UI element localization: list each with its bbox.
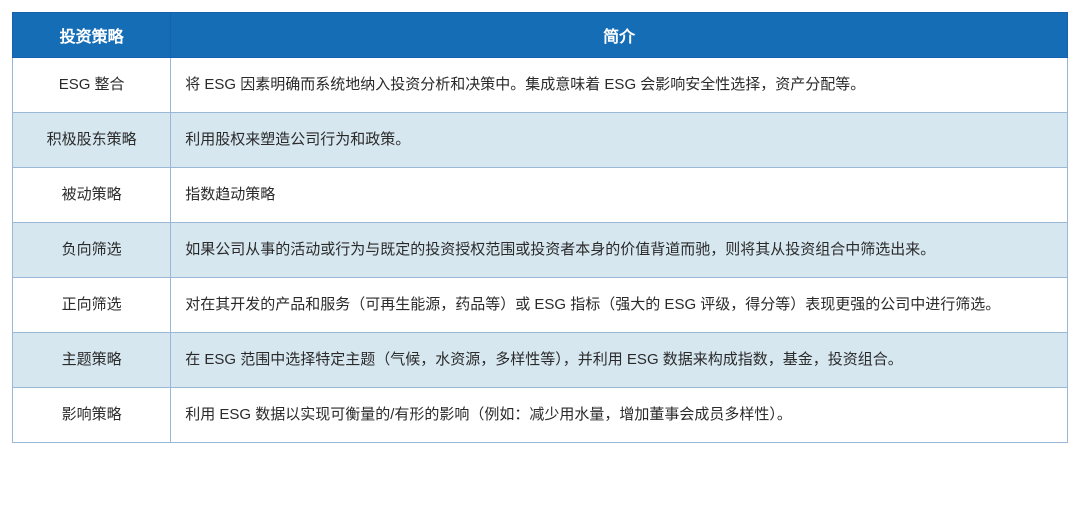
cell-intro: 利用股权来塑造公司行为和政策。 [171, 113, 1068, 168]
table-row: ESG 整合 将 ESG 因素明确而系统地纳入投资分析和决策中。集成意味着 ES… [13, 58, 1068, 113]
cell-intro: 对在其开发的产品和服务（可再生能源，药品等）或 ESG 指标（强大的 ESG 评… [171, 278, 1068, 333]
table-row: 主题策略 在 ESG 范围中选择特定主题（气候，水资源，多样性等），并利用 ES… [13, 333, 1068, 388]
cell-intro: 将 ESG 因素明确而系统地纳入投资分析和决策中。集成意味着 ESG 会影响安全… [171, 58, 1068, 113]
cell-strategy: 积极股东策略 [13, 113, 171, 168]
table-row: 正向筛选 对在其开发的产品和服务（可再生能源，药品等）或 ESG 指标（强大的 … [13, 278, 1068, 333]
table-row: 影响策略 利用 ESG 数据以实现可衡量的/有形的影响（例如：减少用水量，增加董… [13, 388, 1068, 443]
cell-intro: 如果公司从事的活动或行为与既定的投资授权范围或投资者本身的价值背道而驰，则将其从… [171, 223, 1068, 278]
cell-strategy: ESG 整合 [13, 58, 171, 113]
cell-intro: 利用 ESG 数据以实现可衡量的/有形的影响（例如：减少用水量，增加董事会成员多… [171, 388, 1068, 443]
cell-intro: 在 ESG 范围中选择特定主题（气候，水资源，多样性等），并利用 ESG 数据来… [171, 333, 1068, 388]
cell-strategy: 负向筛选 [13, 223, 171, 278]
cell-strategy: 正向筛选 [13, 278, 171, 333]
table-row: 积极股东策略 利用股权来塑造公司行为和政策。 [13, 113, 1068, 168]
header-intro: 简介 [171, 13, 1068, 58]
cell-strategy: 影响策略 [13, 388, 171, 443]
table-row: 负向筛选 如果公司从事的活动或行为与既定的投资授权范围或投资者本身的价值背道而驰… [13, 223, 1068, 278]
table-body: ESG 整合 将 ESG 因素明确而系统地纳入投资分析和决策中。集成意味着 ES… [13, 58, 1068, 443]
table-header-row: 投资策略 简介 [13, 13, 1068, 58]
strategies-table: 投资策略 简介 ESG 整合 将 ESG 因素明确而系统地纳入投资分析和决策中。… [12, 12, 1068, 443]
cell-intro: 指数趋动策略 [171, 168, 1068, 223]
table-row: 被动策略 指数趋动策略 [13, 168, 1068, 223]
cell-strategy: 主题策略 [13, 333, 171, 388]
header-strategy: 投资策略 [13, 13, 171, 58]
cell-strategy: 被动策略 [13, 168, 171, 223]
